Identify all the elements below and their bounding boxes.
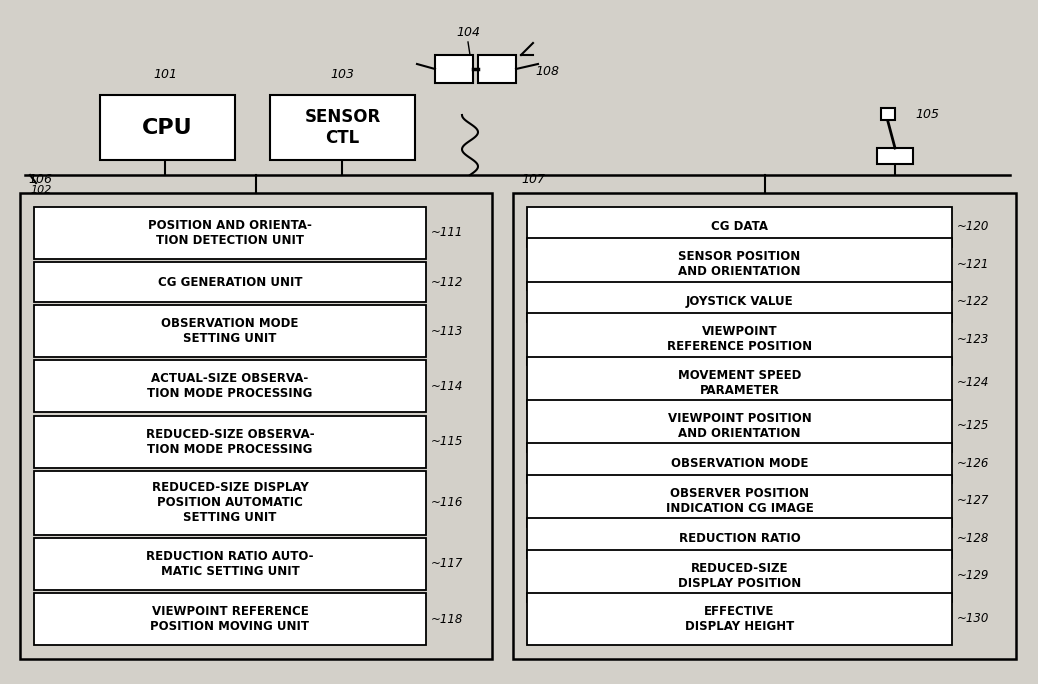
Text: ~125: ~125 <box>957 419 989 432</box>
Text: ~122: ~122 <box>957 295 989 308</box>
Text: ~113: ~113 <box>431 325 463 338</box>
Text: VIEWPOINT REFERENCE
POSITION MOVING UNIT: VIEWPOINT REFERENCE POSITION MOVING UNIT <box>151 605 309 633</box>
Bar <box>527 593 952 645</box>
Text: REDUCTION RATIO: REDUCTION RATIO <box>679 531 800 544</box>
Text: ~127: ~127 <box>957 495 989 508</box>
Text: 102: 102 <box>30 185 51 195</box>
Bar <box>34 471 426 535</box>
Text: VIEWPOINT POSITION
AND ORIENTATION: VIEWPOINT POSITION AND ORIENTATION <box>667 412 812 440</box>
Bar <box>100 95 235 160</box>
Text: OBSERVATION MODE: OBSERVATION MODE <box>671 457 809 470</box>
Bar <box>479 55 516 83</box>
Text: REDUCED-SIZE OBSERVA-
TION MODE PROCESSING: REDUCED-SIZE OBSERVA- TION MODE PROCESSI… <box>145 428 315 456</box>
Text: ~115: ~115 <box>431 435 463 448</box>
Text: ~121: ~121 <box>957 258 989 271</box>
Text: ~123: ~123 <box>957 332 989 345</box>
Text: 106: 106 <box>28 173 52 186</box>
Bar <box>527 443 952 484</box>
Text: ~124: ~124 <box>957 376 989 389</box>
Bar <box>34 207 426 259</box>
Text: ~128: ~128 <box>957 531 989 544</box>
Text: 105: 105 <box>916 108 939 121</box>
Bar <box>527 313 952 365</box>
Bar <box>527 550 952 602</box>
Text: ~126: ~126 <box>957 457 989 470</box>
Bar <box>34 305 426 357</box>
Bar <box>527 282 952 321</box>
Bar <box>34 538 426 590</box>
Bar <box>881 108 895 120</box>
Bar <box>513 193 1016 659</box>
Text: ~112: ~112 <box>431 276 463 289</box>
Text: ~117: ~117 <box>431 557 463 570</box>
Text: POSITION AND ORIENTA-
TION DETECTION UNIT: POSITION AND ORIENTA- TION DETECTION UNI… <box>148 219 312 247</box>
Bar <box>34 360 426 412</box>
Bar <box>34 593 426 645</box>
Bar <box>34 416 426 468</box>
Bar <box>270 95 415 160</box>
Text: CG GENERATION UNIT: CG GENERATION UNIT <box>158 276 302 289</box>
Bar <box>527 475 952 527</box>
Text: REDUCTION RATIO AUTO-
MATIC SETTING UNIT: REDUCTION RATIO AUTO- MATIC SETTING UNIT <box>146 550 313 578</box>
Text: ~129: ~129 <box>957 569 989 582</box>
Bar <box>527 207 952 247</box>
Text: ACTUAL-SIZE OBSERVA-
TION MODE PROCESSING: ACTUAL-SIZE OBSERVA- TION MODE PROCESSIN… <box>147 372 312 400</box>
Text: MOVEMENT SPEED
PARAMETER: MOVEMENT SPEED PARAMETER <box>678 369 801 397</box>
Bar <box>527 400 952 452</box>
Bar <box>527 356 952 408</box>
Text: SENSOR POSITION
AND ORIENTATION: SENSOR POSITION AND ORIENTATION <box>678 250 800 278</box>
Text: 103: 103 <box>330 68 354 81</box>
Text: JOYSTICK VALUE: JOYSTICK VALUE <box>686 295 793 308</box>
Text: EFFECTIVE
DISPLAY HEIGHT: EFFECTIVE DISPLAY HEIGHT <box>685 605 794 633</box>
Text: OBSERVER POSITION
INDICATION CG IMAGE: OBSERVER POSITION INDICATION CG IMAGE <box>665 487 814 515</box>
Text: 101: 101 <box>153 68 177 81</box>
Text: SENSOR
CTL: SENSOR CTL <box>304 108 381 147</box>
Text: 107: 107 <box>521 173 545 186</box>
Text: CPU: CPU <box>142 118 193 137</box>
Text: VIEWPOINT
REFERENCE POSITION: VIEWPOINT REFERENCE POSITION <box>667 325 812 353</box>
Text: REDUCED-SIZE
DISPLAY POSITION: REDUCED-SIZE DISPLAY POSITION <box>678 562 801 590</box>
Text: 104: 104 <box>456 26 480 39</box>
Text: ~118: ~118 <box>431 612 463 625</box>
Text: 108: 108 <box>535 65 559 78</box>
Bar <box>877 148 913 164</box>
Bar <box>34 262 426 302</box>
Bar <box>20 193 492 659</box>
Text: ~120: ~120 <box>957 220 989 233</box>
Text: ~111: ~111 <box>431 226 463 239</box>
Text: ~114: ~114 <box>431 380 463 393</box>
Bar <box>527 518 952 558</box>
Text: REDUCED-SIZE DISPLAY
POSITION AUTOMATIC
SETTING UNIT: REDUCED-SIZE DISPLAY POSITION AUTOMATIC … <box>152 482 308 524</box>
Text: ~130: ~130 <box>957 612 989 625</box>
Text: OBSERVATION MODE
SETTING UNIT: OBSERVATION MODE SETTING UNIT <box>161 317 299 345</box>
Bar <box>435 55 473 83</box>
Text: ~116: ~116 <box>431 496 463 509</box>
Bar <box>527 239 952 291</box>
Text: CG DATA: CG DATA <box>711 220 768 233</box>
